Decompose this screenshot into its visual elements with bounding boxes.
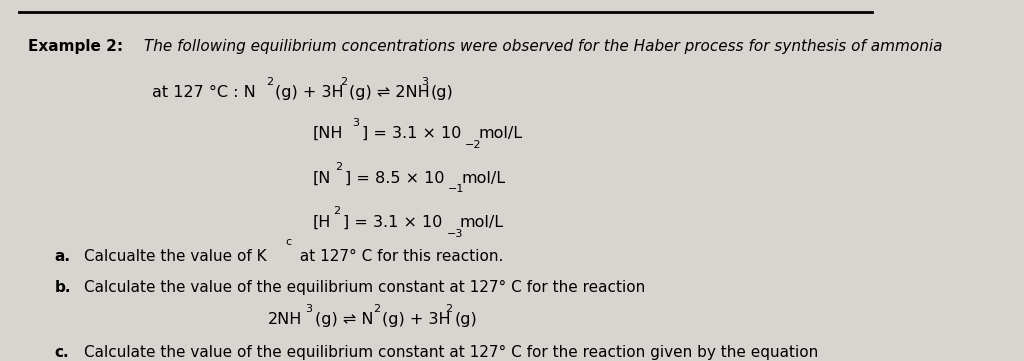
Text: (g) + 3H: (g) + 3H — [383, 312, 452, 327]
Text: [H: [H — [312, 215, 331, 230]
Text: −1: −1 — [449, 184, 465, 194]
Text: mol/L: mol/L — [478, 126, 522, 141]
Text: (g): (g) — [455, 312, 477, 327]
Text: at 127 °C : N: at 127 °C : N — [153, 85, 256, 100]
Text: 3: 3 — [422, 77, 429, 87]
Text: mol/L: mol/L — [460, 215, 504, 230]
Text: (g): (g) — [430, 85, 454, 100]
Text: 2: 2 — [340, 77, 347, 87]
Text: 2: 2 — [444, 304, 452, 314]
Text: mol/L: mol/L — [462, 171, 506, 186]
Text: ] = 3.1 × 10: ] = 3.1 × 10 — [362, 126, 462, 141]
Text: at 127° C for this reaction.: at 127° C for this reaction. — [295, 249, 503, 264]
Text: 2: 2 — [334, 206, 341, 217]
Text: [NH: [NH — [312, 126, 343, 141]
Text: (g) ⇌ 2NH: (g) ⇌ 2NH — [349, 85, 429, 100]
Text: [N: [N — [312, 171, 331, 186]
Text: ] = 3.1 × 10: ] = 3.1 × 10 — [343, 215, 442, 230]
Text: 2: 2 — [336, 162, 342, 172]
Text: −3: −3 — [446, 229, 463, 239]
Text: 2: 2 — [373, 304, 380, 314]
Text: c.: c. — [54, 345, 70, 360]
Text: ] = 8.5 × 10: ] = 8.5 × 10 — [345, 171, 444, 186]
Text: (g) ⇌ N: (g) ⇌ N — [315, 312, 374, 327]
Text: 2: 2 — [266, 77, 273, 87]
Text: 2NH: 2NH — [268, 312, 302, 327]
Text: Example 2:: Example 2: — [28, 39, 123, 54]
Text: −2: −2 — [465, 140, 481, 150]
Text: Calculate the value of the equilibrium constant at 127° C for the reaction: Calculate the value of the equilibrium c… — [84, 280, 645, 295]
Text: c: c — [286, 237, 292, 247]
Text: 3: 3 — [352, 118, 359, 127]
Text: a.: a. — [54, 249, 71, 264]
Text: b.: b. — [54, 280, 72, 295]
Text: Calcualte the value of K: Calcualte the value of K — [84, 249, 266, 264]
Text: 3: 3 — [305, 304, 312, 314]
Text: Calculate the value of the equilibrium constant at 127° C for the reaction given: Calculate the value of the equilibrium c… — [84, 345, 818, 360]
Text: The following equilibrium concentrations were observed for the Haber process for: The following equilibrium concentrations… — [139, 39, 942, 54]
Text: (g) + 3H: (g) + 3H — [275, 85, 344, 100]
